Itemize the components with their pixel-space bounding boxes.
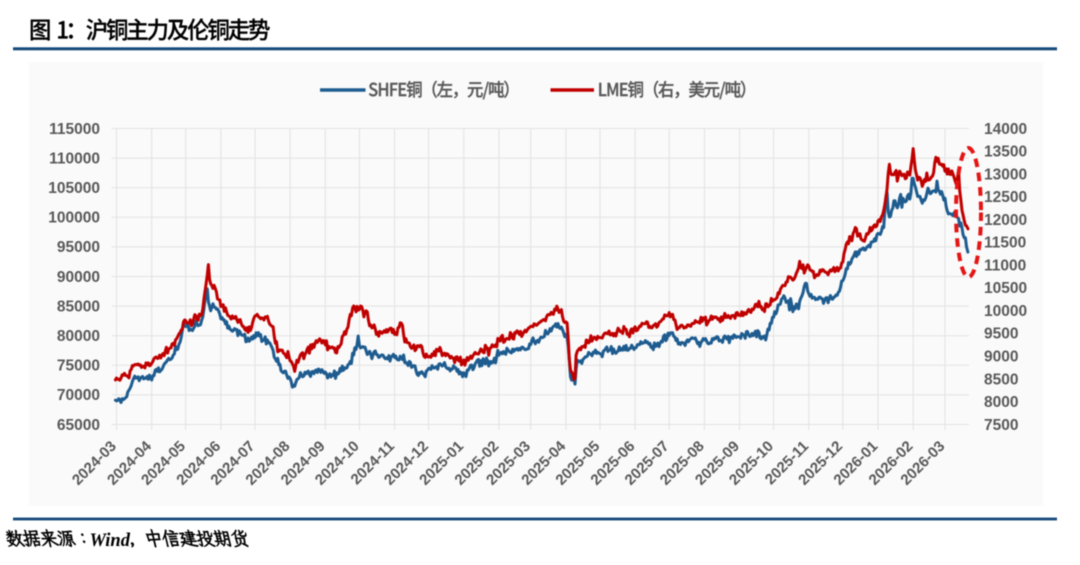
svg-text:85000: 85000 — [57, 298, 100, 315]
svg-text:100000: 100000 — [48, 210, 100, 227]
svg-text:12000: 12000 — [984, 212, 1027, 229]
svg-text:11500: 11500 — [984, 235, 1026, 252]
svg-text:8500: 8500 — [984, 371, 1018, 388]
svg-text:110000: 110000 — [49, 150, 100, 167]
svg-text:105000: 105000 — [48, 180, 100, 197]
svg-text:9000: 9000 — [984, 349, 1018, 366]
svg-text:13000: 13000 — [984, 166, 1027, 183]
svg-text:90000: 90000 — [57, 269, 100, 286]
svg-text:9500: 9500 — [984, 326, 1018, 343]
svg-text:10000: 10000 — [984, 303, 1027, 320]
svg-text:80000: 80000 — [57, 328, 100, 345]
svg-text:10500: 10500 — [984, 280, 1027, 297]
svg-text:75000: 75000 — [57, 358, 100, 375]
svg-text:Wind: Wind — [90, 531, 131, 551]
svg-text:14000: 14000 — [984, 121, 1027, 138]
svg-text:11000: 11000 — [984, 257, 1026, 274]
svg-text:65000: 65000 — [57, 417, 100, 434]
svg-text:115000: 115000 — [49, 121, 100, 138]
svg-text:95000: 95000 — [57, 239, 100, 256]
svg-text:13500: 13500 — [984, 144, 1027, 161]
svg-text:70000: 70000 — [57, 387, 100, 404]
svg-text:12500: 12500 — [984, 189, 1027, 206]
svg-text:7500: 7500 — [984, 417, 1018, 434]
svg-text:8000: 8000 — [984, 394, 1018, 411]
